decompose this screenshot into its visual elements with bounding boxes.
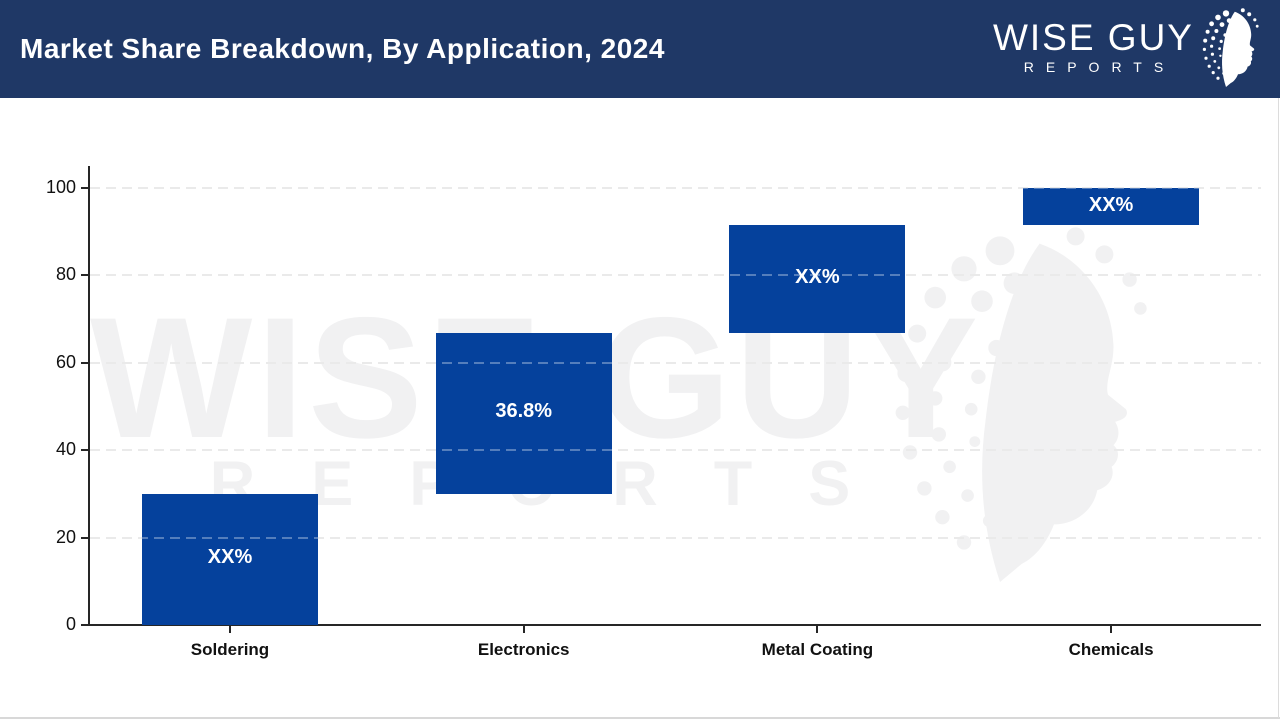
- bar-electronics: [435, 333, 612, 494]
- gridline: [90, 274, 1261, 277]
- x-axis: [88, 624, 1261, 626]
- gridline: [90, 187, 1261, 189]
- bar-metal-coating: [729, 225, 906, 334]
- x-category-label: Soldering: [190, 640, 270, 659]
- bar-value-label: XX%: [795, 266, 840, 289]
- bar-value-label: 36.8%: [495, 400, 553, 423]
- y-tick: [81, 361, 88, 364]
- x-tick: [229, 626, 231, 633]
- x-category-label: Electronics: [477, 640, 570, 659]
- y-tick-label: 0: [65, 614, 76, 634]
- brand-logo: WISE GUY REPORTS: [993, 6, 1262, 88]
- gridline-overlay: [90, 274, 1261, 277]
- header-bar: Market Share Breakdown, By Application, …: [0, 0, 1280, 98]
- y-tick: [81, 187, 88, 189]
- bar-soldering: [142, 493, 318, 625]
- gridline: [90, 536, 1261, 539]
- brand-subname: REPORTS: [1023, 58, 1176, 75]
- gridline-overlay: [90, 536, 1261, 539]
- y-tick: [81, 274, 88, 277]
- dot-head-logo-icon: [1202, 8, 1259, 88]
- y-tick-label: 60: [55, 351, 76, 372]
- bar-value-label: XX%: [1088, 193, 1134, 216]
- y-tick: [81, 536, 88, 539]
- y-tick: [81, 624, 88, 626]
- page-title: Market Share Breakdown, By Application, …: [20, 33, 665, 64]
- brand-name: WISE GUY: [992, 17, 1194, 59]
- brand-logo-text: WISE GUY REPORTS: [992, 17, 1194, 75]
- gridline-overlay: [90, 187, 1261, 189]
- x-category-label: Chemicals: [1068, 640, 1154, 659]
- gridline-overlay: [90, 361, 1261, 364]
- bottom-divider: [0, 717, 1280, 719]
- x-tick: [816, 626, 819, 633]
- y-tick-label: 80: [55, 264, 76, 285]
- y-tick-label: 40: [55, 439, 76, 460]
- y-tick: [81, 449, 88, 452]
- x-category-label: Metal Coating: [761, 640, 874, 659]
- y-tick-label: 20: [55, 526, 76, 547]
- x-tick: [522, 626, 525, 633]
- x-tick: [1110, 626, 1113, 633]
- right-divider: [1278, 98, 1279, 718]
- gridline: [90, 449, 1261, 452]
- bar-chemicals: [1023, 188, 1200, 226]
- bar-value-label: XX%: [207, 546, 253, 569]
- y-axis: [88, 166, 90, 626]
- gridline: [90, 361, 1261, 364]
- y-tick-label: 100: [45, 177, 76, 197]
- gridline-overlay: [90, 449, 1261, 452]
